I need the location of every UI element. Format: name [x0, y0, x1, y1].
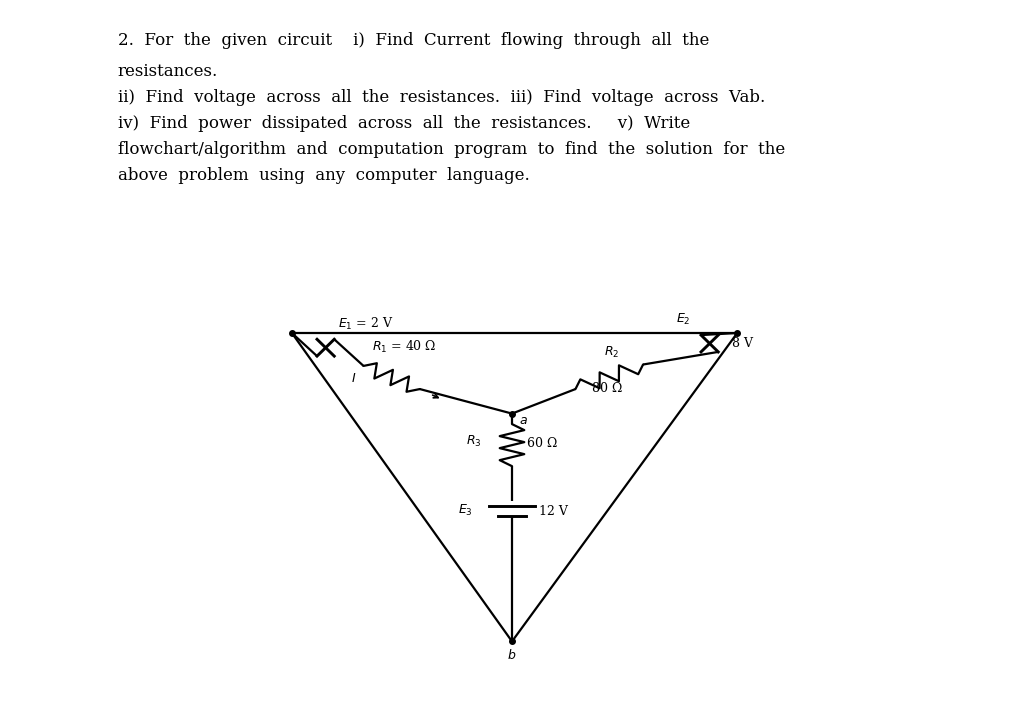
Text: 8 V: 8 V	[732, 337, 754, 350]
Text: above  problem  using  any  computer  language.: above problem using any computer languag…	[118, 167, 529, 184]
Text: 60 Ω: 60 Ω	[527, 437, 558, 449]
Text: 80 Ω: 80 Ω	[592, 382, 623, 395]
Text: $b$: $b$	[507, 648, 517, 662]
Text: $R_3$: $R_3$	[466, 434, 481, 449]
Text: ii)  Find  voltage  across  all  the  resistances.  iii)  Find  voltage  across : ii) Find voltage across all the resistan…	[118, 89, 765, 106]
Text: 12 V: 12 V	[539, 505, 567, 517]
Text: $E_1$ = 2 V: $E_1$ = 2 V	[338, 315, 393, 332]
Text: resistances.: resistances.	[118, 63, 218, 80]
Text: $I$: $I$	[351, 372, 356, 385]
Text: 2.  For  the  given  circuit    i)  Find  Current  flowing  through  all  the: 2. For the given circuit i) Find Current…	[118, 32, 710, 48]
Text: flowchart/algorithm  and  computation  program  to  find  the  solution  for  th: flowchart/algorithm and computation prog…	[118, 141, 785, 158]
Text: $E_3$: $E_3$	[459, 503, 473, 518]
Text: $R_1$ = 40 Ω: $R_1$ = 40 Ω	[372, 339, 436, 355]
Text: iv)  Find  power  dissipated  across  all  the  resistances.     v)  Write: iv) Find power dissipated across all the…	[118, 115, 690, 132]
Text: $a$: $a$	[519, 414, 528, 427]
Text: $R_2$: $R_2$	[604, 344, 620, 360]
Text: $E_2$: $E_2$	[676, 311, 690, 327]
